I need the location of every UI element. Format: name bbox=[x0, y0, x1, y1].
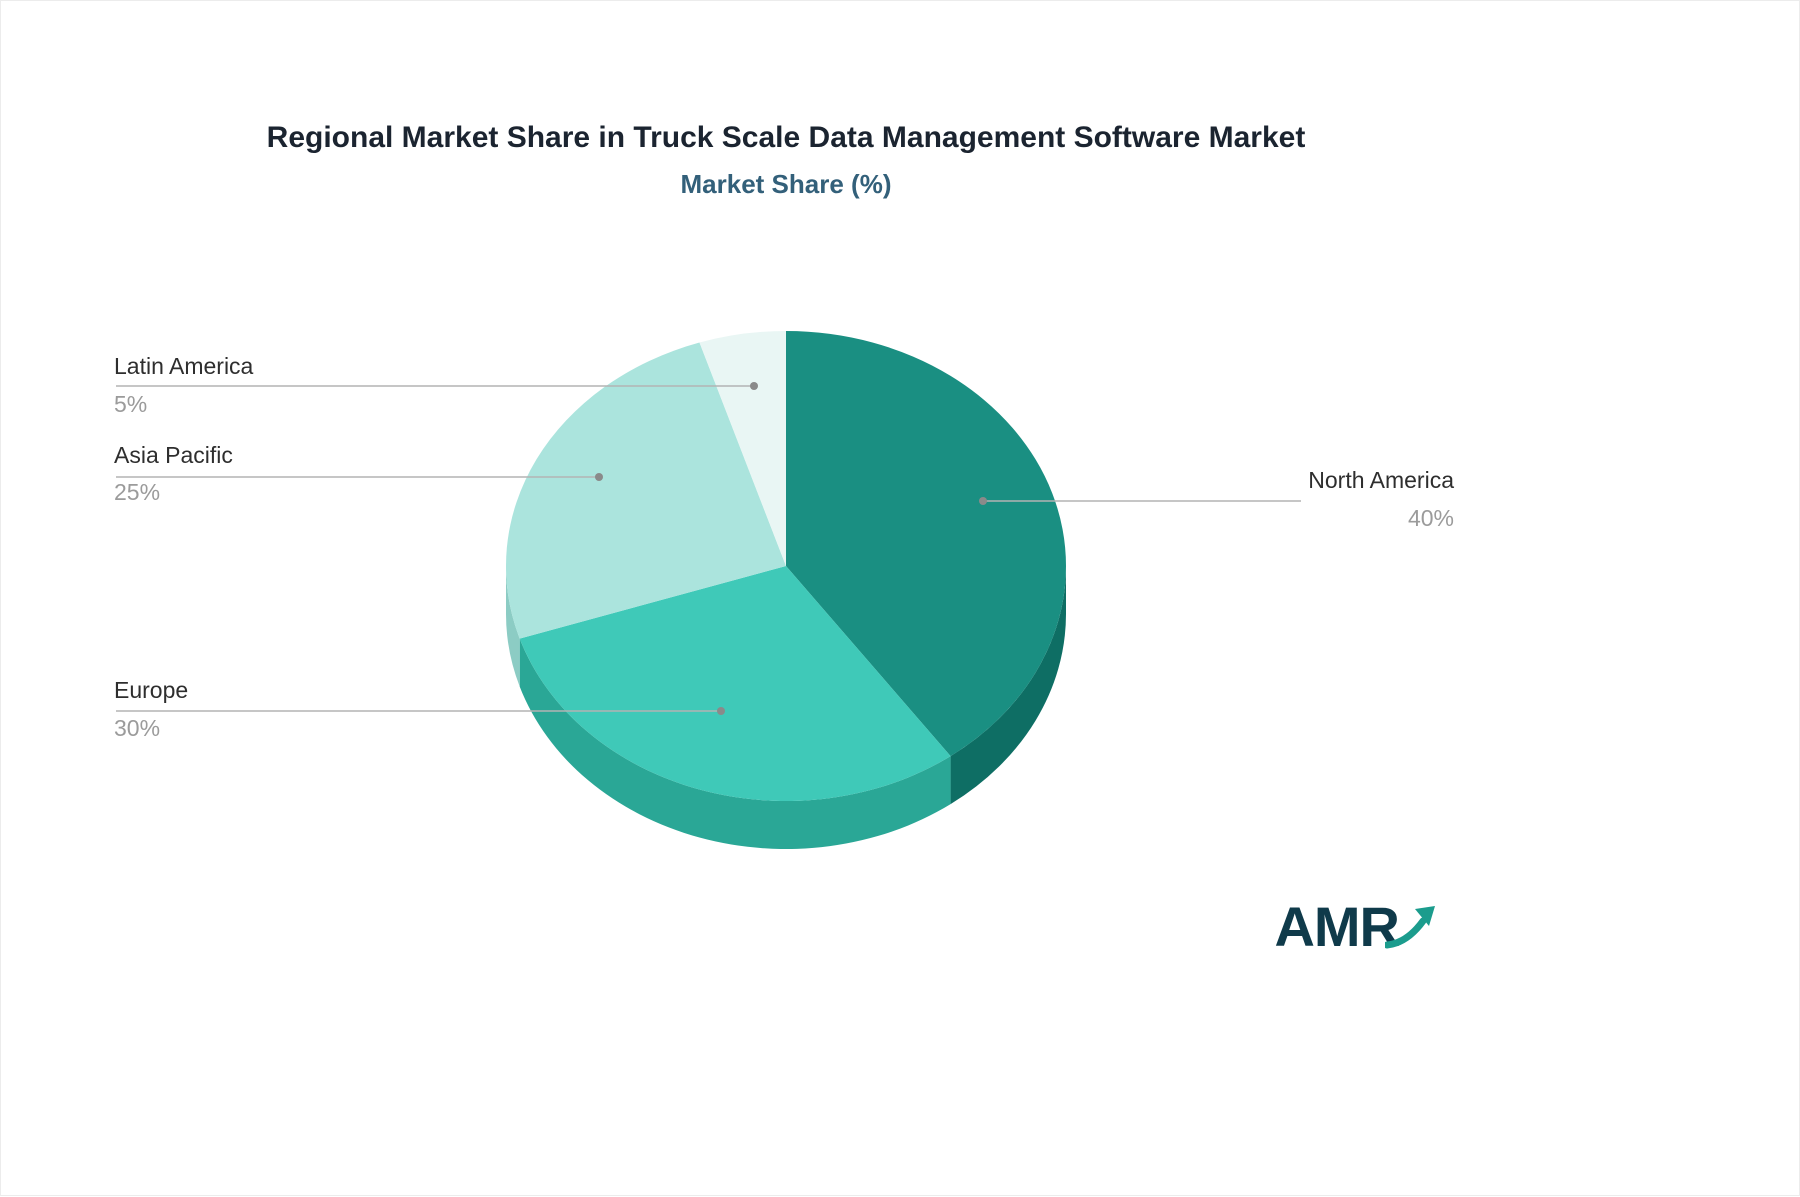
slice-value-europe: 30% bbox=[114, 715, 161, 741]
amr-logo: AMR bbox=[1274, 899, 1437, 955]
slice-label-latin-america: Latin America bbox=[114, 353, 254, 379]
pie-slice-europe bbox=[519, 566, 951, 802]
pie-slice-asia-pacific bbox=[505, 342, 786, 639]
slice-value-north-america: 40% bbox=[1407, 505, 1454, 531]
slice-label-asia-pacific: Asia Pacific bbox=[114, 442, 233, 468]
leader-dot-europe bbox=[717, 707, 725, 715]
pie-slice-side-europe bbox=[519, 638, 951, 849]
slice-value-latin-america: 5% bbox=[114, 391, 148, 417]
pie-slice-north-america bbox=[786, 331, 1066, 757]
pie-slice-side-asia-pacific bbox=[506, 566, 520, 687]
leader-dot-asia-pacific bbox=[595, 473, 603, 481]
slice-label-north-america: North America bbox=[1308, 467, 1454, 493]
amr-logo-text: AMR bbox=[1274, 895, 1400, 958]
amr-logo-arrow-icon bbox=[1385, 906, 1435, 949]
chart-subtitle: Market Share (%) bbox=[680, 169, 892, 199]
leader-dot-north-america bbox=[979, 497, 987, 505]
slice-label-europe: Europe bbox=[114, 677, 189, 703]
pie-slice-latin-america bbox=[699, 331, 786, 566]
pie-slice-side-north-america bbox=[950, 566, 1066, 805]
slice-value-asia-pacific: 25% bbox=[114, 479, 161, 505]
chart-title: Regional Market Share in Truck Scale Dat… bbox=[266, 121, 1306, 154]
leader-dot-latin-america bbox=[750, 382, 758, 390]
